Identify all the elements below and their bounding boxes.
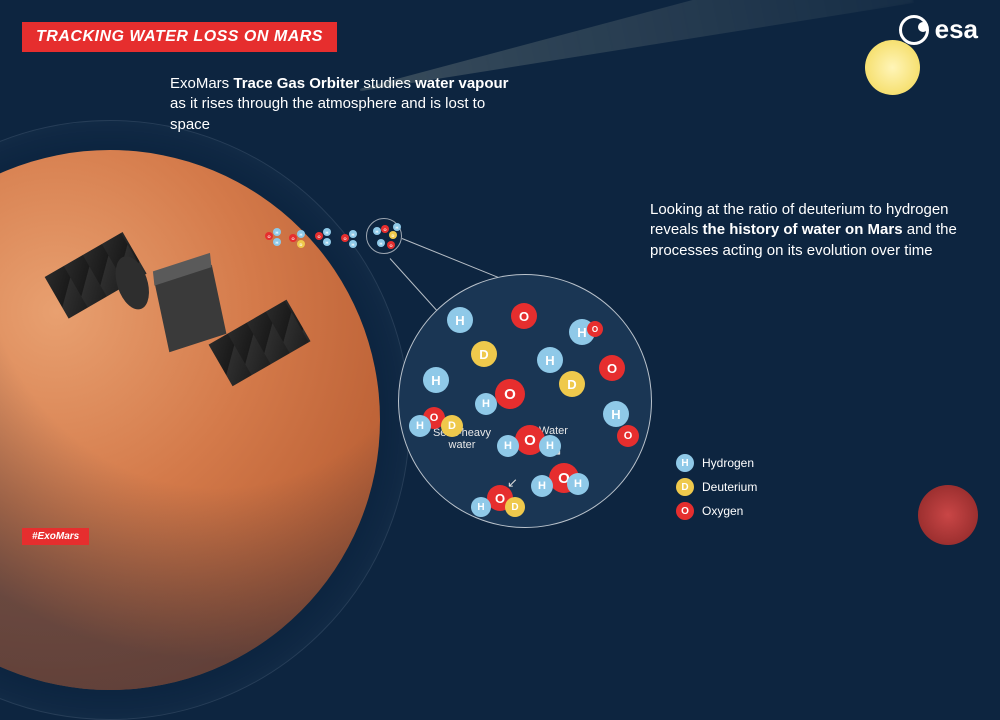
hydrogen-atom: H: [537, 347, 563, 373]
legend-row: H Hydrogen: [676, 454, 757, 472]
legend-row: D Deuterium: [676, 478, 757, 496]
oxygen-atom: O: [587, 321, 603, 337]
esa-logo-text: esa: [935, 14, 978, 45]
hydrogen-atom: H: [377, 239, 385, 247]
esa-logo-icon: [899, 15, 929, 45]
mission-badge-icon: [918, 485, 978, 545]
legend: H Hydrogen D Deuterium O Oxygen: [676, 454, 757, 526]
oxygen-atom: O: [381, 225, 389, 233]
oxygen-atom: O: [289, 234, 297, 242]
oxygen-atom: O: [511, 303, 537, 329]
hydrogen-atom: H: [349, 240, 357, 248]
legend-label: Oxygen: [702, 504, 743, 518]
sample-region-circle: HODHOH: [366, 218, 402, 254]
deuterium-atom: D: [471, 341, 497, 367]
antenna-dish: [111, 256, 154, 309]
legend-row: O Oxygen: [676, 502, 757, 520]
molecule-detail-circle: Semi-heavy water ↖ Water ↘ ↙ HOHDHOHODHH…: [398, 274, 652, 528]
description-text-2: Looking at the ratio of deuterium to hyd…: [650, 200, 960, 261]
legend-label: Hydrogen: [702, 456, 754, 470]
oxygen-atom: O: [495, 379, 525, 409]
deuterium-atom: D: [297, 240, 305, 248]
hydrogen-atom: H: [323, 228, 331, 236]
hydrogen-atom: H: [603, 401, 629, 427]
hydrogen-atom: H: [409, 415, 431, 437]
hydrogen-atom: H: [497, 435, 519, 457]
hydrogen-atom: H: [349, 230, 357, 238]
title-banner: TRACKING WATER LOSS ON MARS: [22, 22, 337, 52]
deuterium-atom: D: [505, 497, 525, 517]
hydrogen-atom: H: [297, 230, 305, 238]
esa-logo: esa: [899, 14, 978, 45]
oxygen-atom: O: [341, 234, 349, 242]
hydrogen-atom: H: [471, 497, 491, 517]
deuterium-atom: D: [441, 415, 463, 437]
hydrogen-atom: H: [567, 473, 589, 495]
legend-dot-D: D: [676, 478, 694, 496]
hydrogen-atom: H: [323, 238, 331, 246]
hydrogen-atom: H: [393, 223, 401, 231]
sun: [865, 40, 920, 95]
legend-label: Deuterium: [702, 480, 757, 494]
legend-dot-O: O: [676, 502, 694, 520]
hydrogen-atom: H: [475, 393, 497, 415]
description-text-1: ExoMars Trace Gas Orbiter studies water …: [170, 74, 510, 135]
oxygen-atom: O: [315, 232, 323, 240]
legend-dot-H: H: [676, 454, 694, 472]
hydrogen-atom: H: [423, 367, 449, 393]
hydrogen-atom: H: [273, 238, 281, 246]
deuterium-atom: D: [559, 371, 585, 397]
oxygen-atom: O: [617, 425, 639, 447]
oxygen-atom: O: [265, 232, 273, 240]
oxygen-atom: O: [599, 355, 625, 381]
hydrogen-atom: H: [273, 228, 281, 236]
oxygen-atom: O: [387, 241, 395, 249]
hydrogen-atom: H: [373, 227, 381, 235]
hydrogen-atom: H: [447, 307, 473, 333]
hydrogen-atom: H: [531, 475, 553, 497]
hashtag-badge: #ExoMars: [22, 528, 89, 545]
hydrogen-atom: H: [539, 435, 561, 457]
deuterium-atom: D: [389, 231, 397, 239]
